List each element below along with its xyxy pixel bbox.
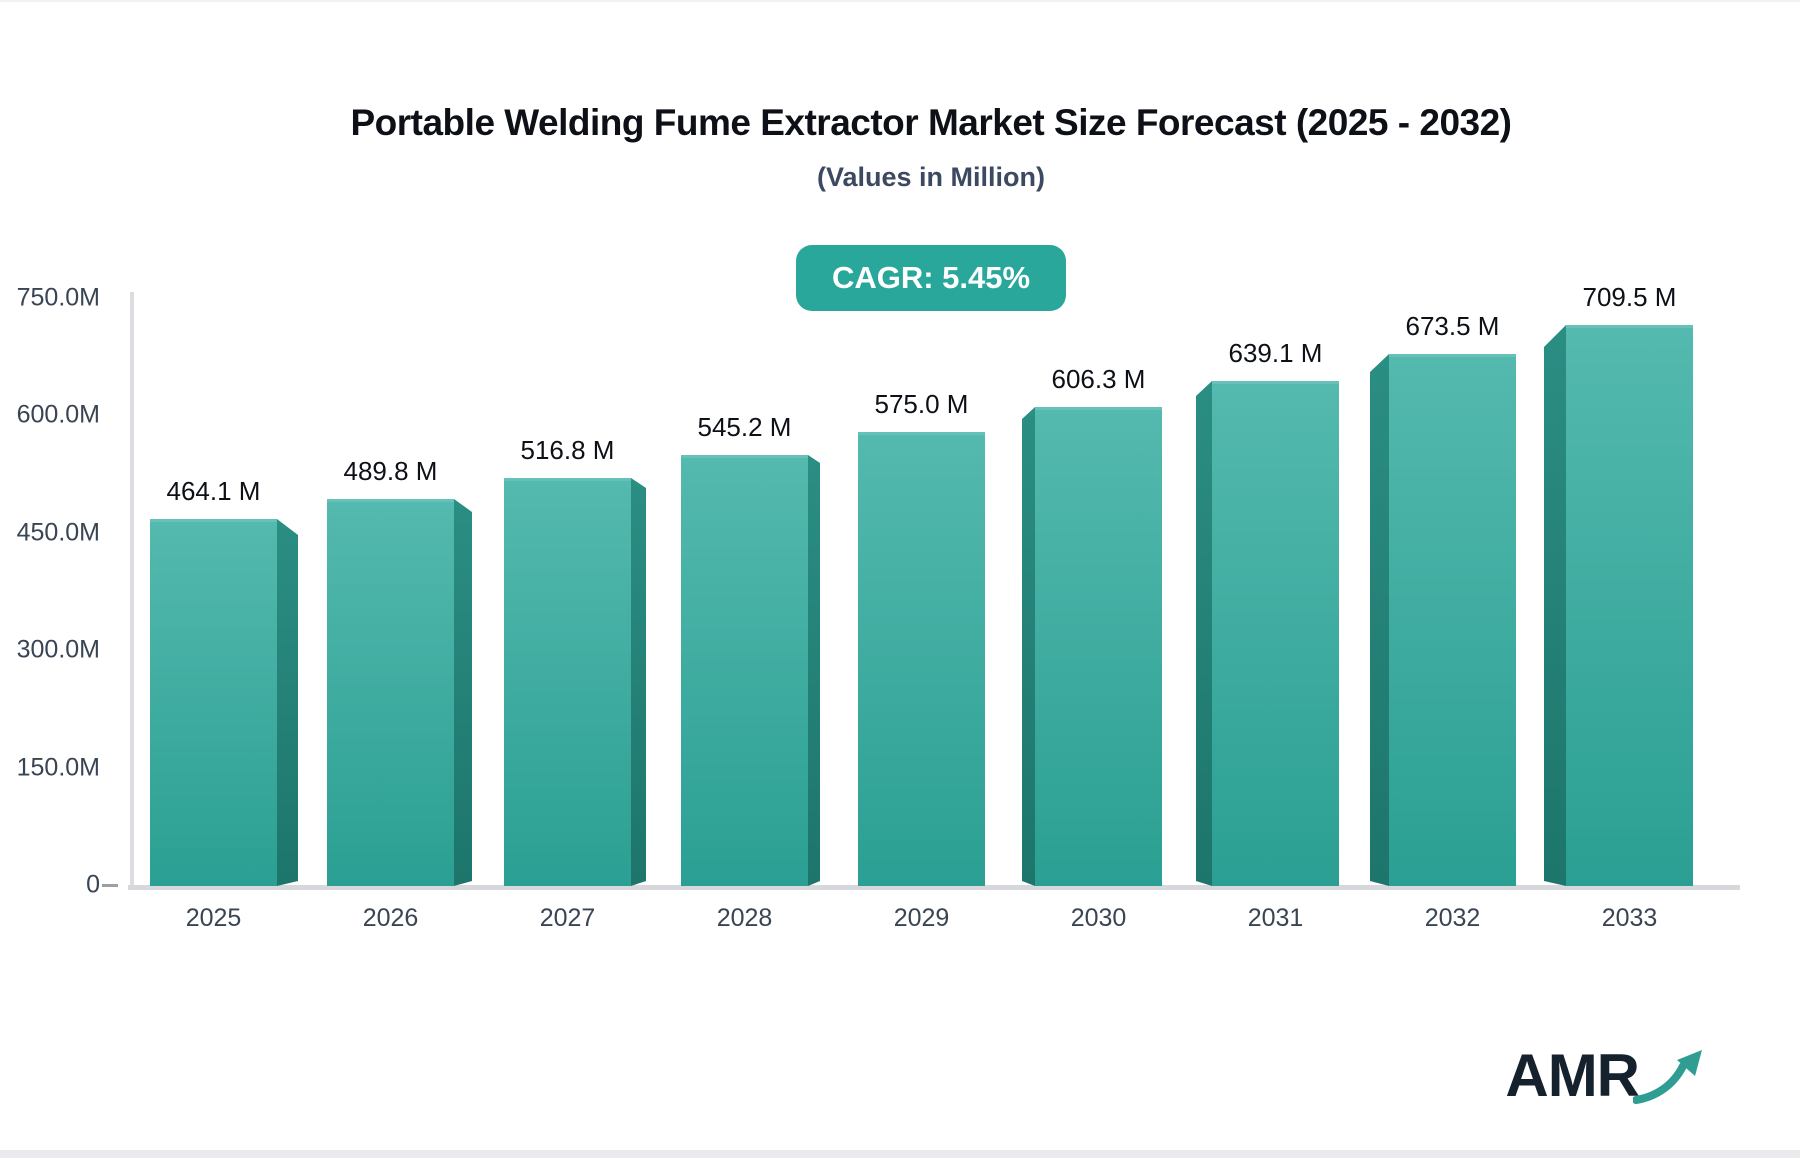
x-tick-label-2033: 2033 [1601, 904, 1658, 932]
y-tick-label: 600.0M [16, 400, 100, 429]
x-tick-label-2028: 2028 [716, 904, 773, 932]
x-tick-label-2032: 2032 [1424, 904, 1481, 932]
x-tick-label-2030: 2030 [1070, 904, 1127, 932]
bar-side-2030 [1022, 407, 1035, 886]
cagr-badge: CAGR: 5.45% [795, 245, 1067, 311]
y-tick-label: 750.0M [16, 283, 100, 312]
x-tick-label-2031: 2031 [1247, 904, 1304, 932]
bar-2027 [504, 478, 631, 886]
amr-logo: AMR [1505, 1046, 1705, 1106]
bar-side-2026 [454, 499, 472, 886]
bar-side-2031 [1196, 381, 1212, 886]
bar-value-label-2032: 673.5 M [1405, 311, 1500, 341]
chart-title: Portable Welding Fume Extractor Market S… [350, 102, 1512, 143]
bar-side-2027 [631, 478, 646, 886]
bar-value-label-2027: 516.8 M [520, 435, 615, 465]
bar-2032 [1389, 354, 1516, 886]
bar-value-label-2026: 489.8 M [343, 456, 438, 486]
bar-2028 [681, 455, 808, 886]
trend-arrow-icon [1633, 1050, 1702, 1104]
zero-tick-dash [102, 884, 118, 887]
y-axis-line [130, 292, 134, 885]
bar-value-label-2025: 464.1 M [166, 476, 261, 506]
bar-side-2028 [808, 455, 820, 886]
x-tick-label-2027: 2027 [539, 904, 596, 932]
x-axis-line [128, 885, 1740, 890]
bar-2033 [1566, 325, 1693, 886]
bar-2030 [1035, 407, 1162, 886]
bar-value-label-2030: 606.3 M [1051, 364, 1146, 394]
bar-side-2025 [277, 519, 298, 886]
bar-side-2033 [1544, 325, 1566, 886]
x-tick-label-2025: 2025 [185, 904, 242, 932]
y-tick-label: 450.0M [16, 518, 100, 547]
chart-subtitle: (Values in Million) [816, 162, 1046, 192]
bottom-edge-strip [0, 1150, 1800, 1158]
bar-2029 [858, 432, 985, 886]
amr-logo-text: AMR [1505, 1042, 1640, 1109]
bar-value-label-2029: 575.0 M [874, 389, 969, 419]
bar-side-2032 [1370, 354, 1389, 886]
bar-2026 [327, 499, 454, 886]
bar-value-label-2028: 545.2 M [697, 412, 792, 442]
x-tick-label-2026: 2026 [362, 904, 419, 932]
bar-2025 [150, 519, 277, 886]
y-tick-label: 150.0M [16, 753, 100, 782]
y-tick-label: 0 [86, 870, 100, 899]
bar-value-label-2033: 709.5 M [1582, 282, 1677, 312]
bar-value-label-2031: 639.1 M [1228, 338, 1323, 368]
y-tick-label: 300.0M [16, 635, 100, 664]
x-tick-label-2029: 2029 [893, 904, 950, 932]
bar-2031 [1212, 381, 1339, 886]
chart-header: Portable Welding Fume Extractor Market S… [31, 2, 1800, 311]
